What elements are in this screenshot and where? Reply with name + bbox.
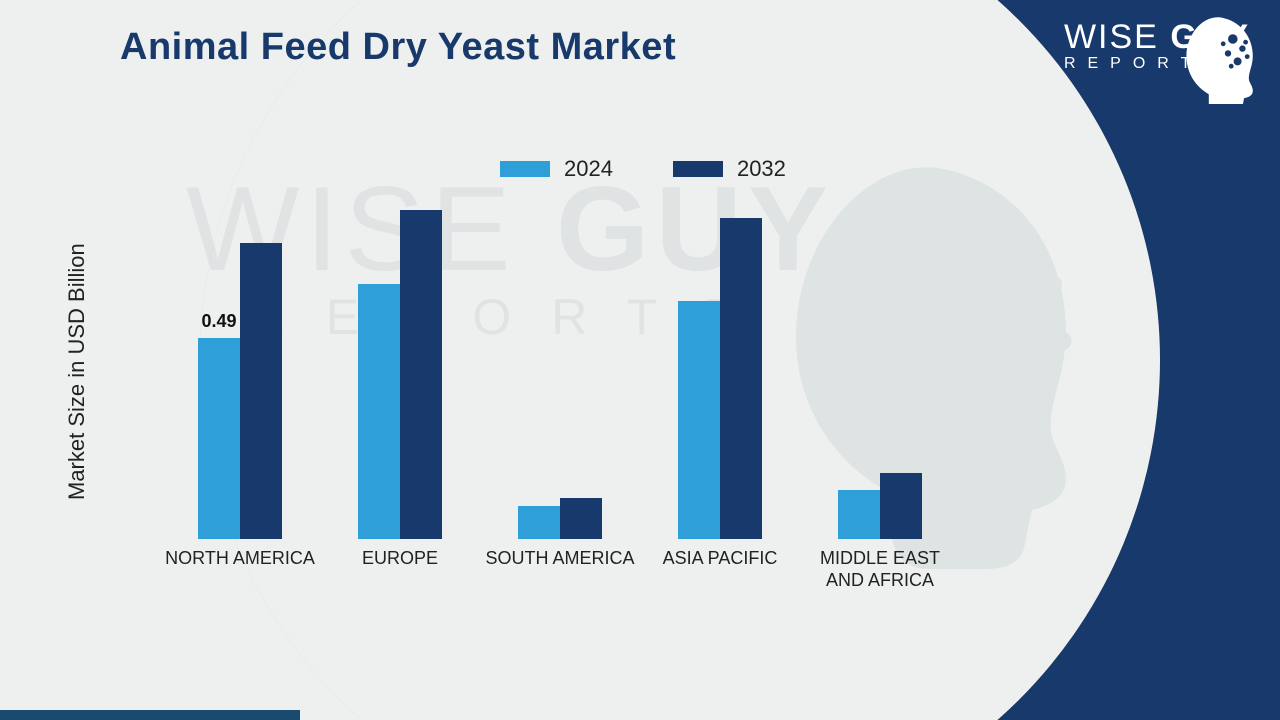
bar-2024 [678, 301, 720, 539]
bottom-accent-bar [0, 710, 300, 720]
chart-plot-area: NORTH AMERICA0.49EUROPESOUTH AMERICAASIA… [140, 170, 920, 540]
bar-2032 [880, 473, 922, 539]
y-axis-label: Market Size in USD Billion [64, 243, 90, 500]
bar-group [180, 243, 300, 539]
bar-2024 [518, 506, 560, 539]
bar-2024 [358, 284, 400, 539]
bar-value-label: 0.49 [192, 311, 246, 332]
bar-chart: Market Size in USD Billion NORTH AMERICA… [60, 170, 940, 650]
bar-2032 [400, 210, 442, 539]
slide-canvas: WISE GUY REPORTS Animal Feed Dry Yeast M… [0, 0, 1280, 720]
category-label: NORTH AMERICA [165, 548, 315, 570]
bar-group [340, 210, 460, 539]
bar-2032 [240, 243, 282, 539]
brand-logo: WISE GUY REPORTS [1064, 20, 1250, 72]
category-label: EUROPE [325, 548, 475, 570]
bar-group [500, 498, 620, 539]
category-label: MIDDLE EAST AND AFRICA [805, 548, 955, 591]
logo-line1a: WISE [1064, 18, 1159, 56]
bar-2032 [720, 218, 762, 539]
category-label: SOUTH AMERICA [485, 548, 635, 570]
bar-2032 [560, 498, 602, 539]
chart-title: Animal Feed Dry Yeast Market [120, 26, 676, 69]
bar-2024 [838, 490, 880, 539]
bar-group [660, 218, 780, 539]
bar-2024 [198, 338, 240, 539]
bar-group [820, 473, 940, 539]
logo-head-icon [1180, 14, 1260, 104]
category-label: ASIA PACIFIC [645, 548, 795, 570]
